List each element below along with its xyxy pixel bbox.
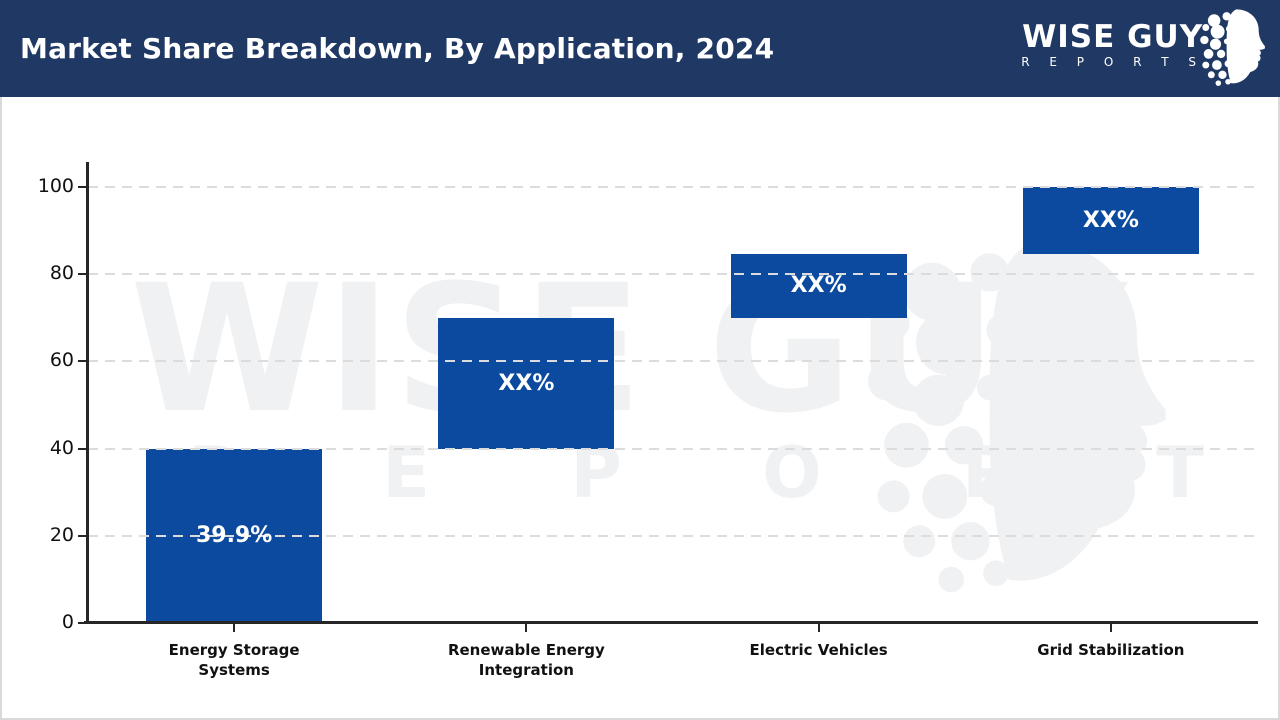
gridline [88,360,1257,363]
dotted-head-icon [1198,8,1272,92]
x-axis-label: Energy Storage Systems [168,641,300,680]
x-axis-tick [525,623,528,632]
y-axis-label: 80 [49,262,74,285]
y-axis-tick [78,360,88,363]
gridline [88,534,1257,537]
y-axis-tick [78,273,88,276]
x-axis-label: Electric Vehicles [749,641,888,659]
x-axis-tick [817,623,820,632]
y-axis-tick [78,186,88,188]
bar-value-label: XX% [1082,207,1139,233]
y-axis-label: 100 [37,175,74,197]
bar [438,318,615,450]
y-axis-tick [78,534,88,537]
logo-wordmark: WISE GUY [1022,19,1204,55]
y-axis-label: 20 [49,523,74,546]
header: Market Share Breakdown, By Application, … [0,0,1280,97]
x-axis-label: Grid Stabilization [1037,641,1185,659]
gridline [88,273,1257,276]
bar [1022,187,1199,255]
x-axis-tick [233,623,236,632]
x-axis-label: Renewable Energy Integration [447,641,605,680]
x-axis-line [84,621,1258,624]
gridline [88,186,1257,188]
y-axis-label: 40 [49,436,74,459]
bar-value-label: 39.9% [195,523,273,549]
page-title: Market Share Breakdown, By Application, … [20,32,775,65]
logo-text: WISE GUY R E P O R T S [1021,20,1204,69]
x-axis-tick [1109,623,1112,632]
logo-subtitle: R E P O R T S [1021,55,1204,70]
wiseguy-logo: WISE GUY R E P O R T S [1021,6,1266,92]
bar [730,254,907,319]
y-axis-tick [78,622,88,624]
y-axis-label: 0 [61,611,74,633]
watermark-dotted-head [868,228,1188,612]
bar-value-label: XX% [790,273,847,299]
gridline [88,447,1257,450]
y-axis-line [86,162,89,623]
y-axis-label: 60 [49,349,74,372]
bar-value-label: XX% [498,370,555,396]
y-axis-tick [78,447,88,450]
